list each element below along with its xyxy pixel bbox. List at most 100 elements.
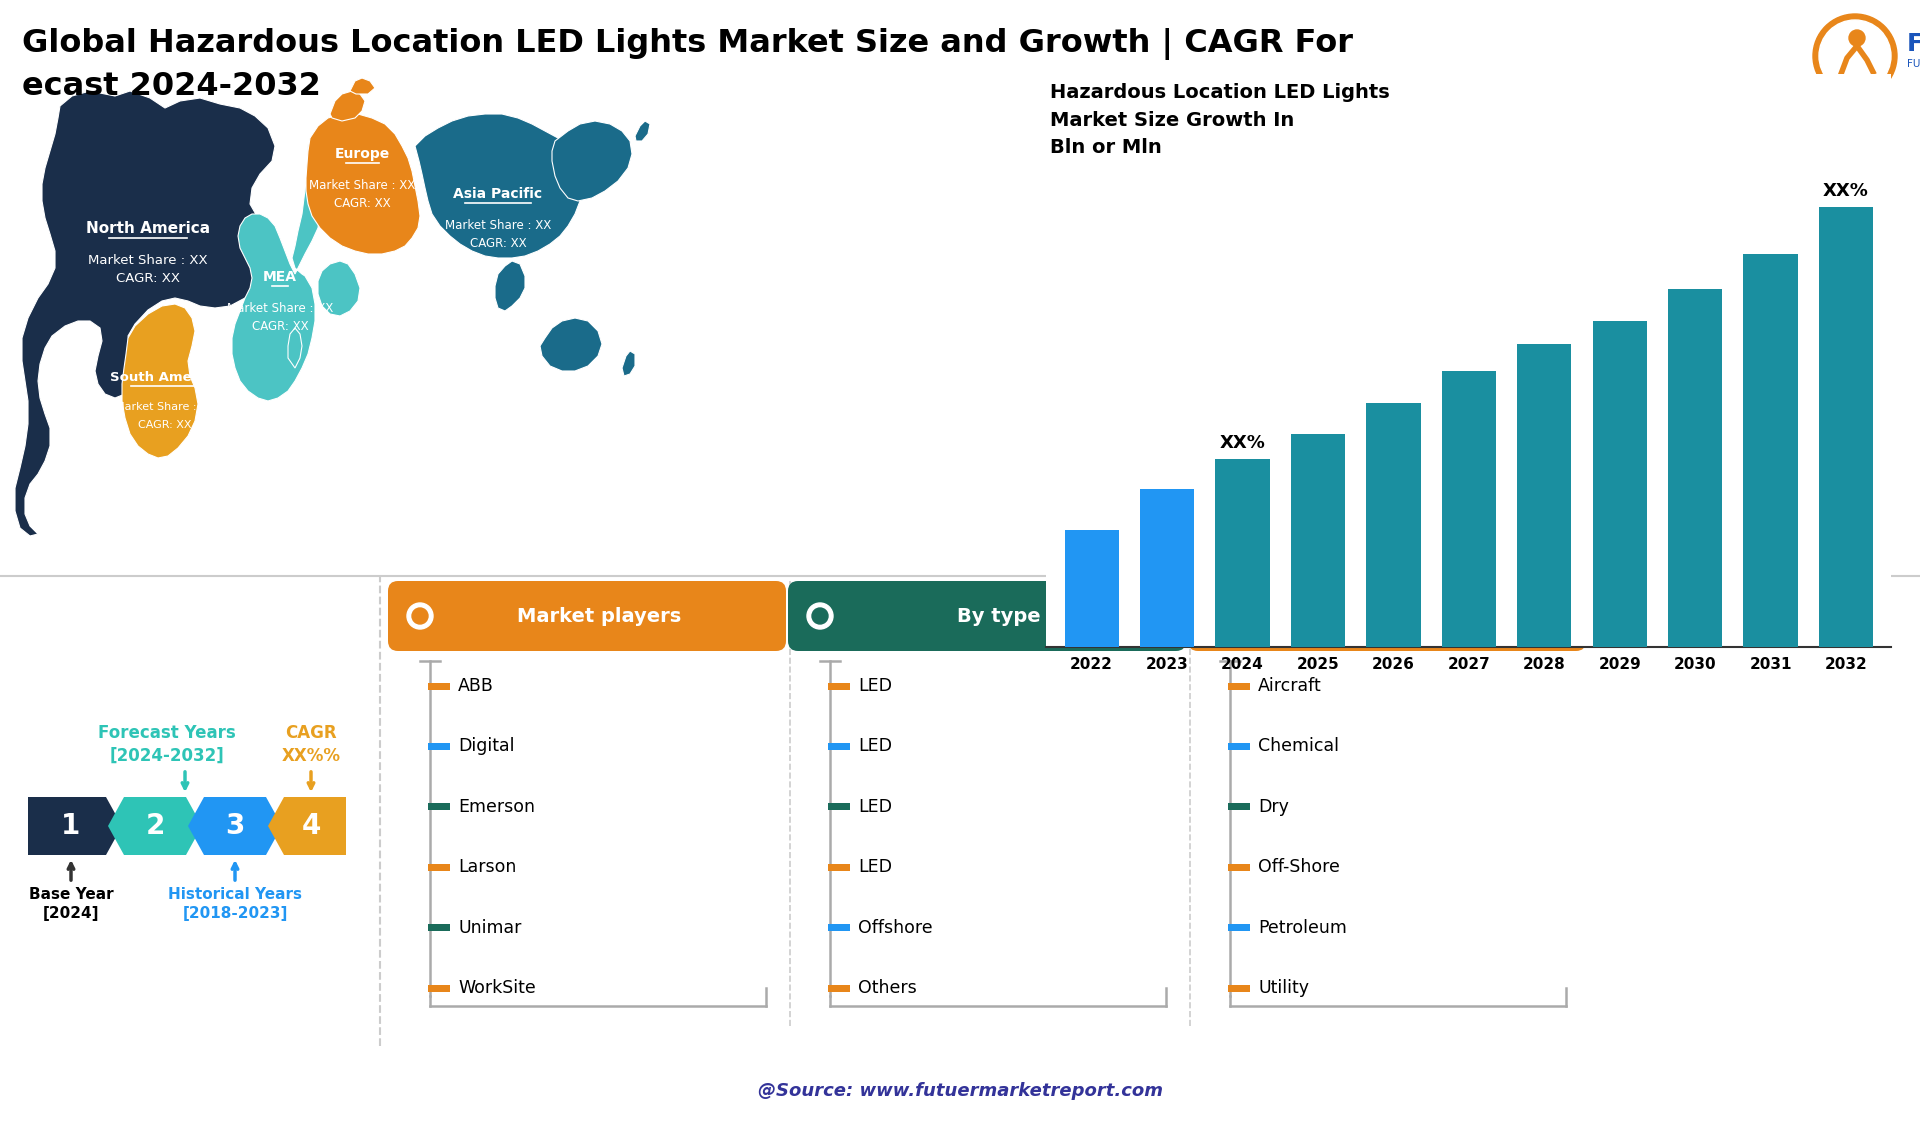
Polygon shape — [495, 261, 524, 311]
Bar — [828, 803, 851, 810]
Text: 1: 1 — [61, 813, 81, 840]
Text: MEA: MEA — [263, 270, 298, 284]
Text: LED: LED — [858, 798, 893, 816]
FancyBboxPatch shape — [787, 581, 1187, 651]
Text: CAGR
XX%%: CAGR XX%% — [282, 724, 340, 766]
Text: FUTURE MARKET REPORT: FUTURE MARKET REPORT — [1907, 58, 1920, 69]
Polygon shape — [29, 796, 123, 855]
Bar — [1229, 864, 1250, 871]
Polygon shape — [123, 304, 198, 458]
Circle shape — [407, 603, 434, 629]
Text: Asia Pacific: Asia Pacific — [453, 187, 543, 201]
Text: Market Share : XX: Market Share : XX — [115, 402, 215, 413]
Polygon shape — [319, 261, 361, 316]
Text: 3: 3 — [225, 813, 244, 840]
Text: 2: 2 — [146, 813, 165, 840]
FancyBboxPatch shape — [1188, 581, 1586, 651]
Text: FMR: FMR — [1907, 32, 1920, 56]
Text: CAGR: XX: CAGR: XX — [115, 272, 180, 285]
Text: Petroleum: Petroleum — [1258, 919, 1346, 936]
Text: CAGR: XX: CAGR: XX — [138, 419, 192, 430]
Text: LED: LED — [858, 677, 893, 694]
Polygon shape — [269, 796, 346, 855]
Text: ABB: ABB — [459, 677, 493, 694]
Polygon shape — [305, 113, 420, 254]
Text: CAGR: XX: CAGR: XX — [470, 237, 526, 250]
Circle shape — [812, 609, 828, 625]
Circle shape — [413, 609, 428, 625]
Bar — [428, 743, 449, 749]
Bar — [1818, 206, 1874, 647]
Text: Market players: Market players — [516, 606, 682, 626]
Text: @Source: www.futuermarketreport.com: @Source: www.futuermarketreport.com — [758, 1082, 1162, 1100]
Bar — [828, 924, 851, 931]
Text: WorkSite: WorkSite — [459, 979, 536, 997]
Text: Others: Others — [858, 979, 916, 997]
Bar — [1140, 489, 1194, 647]
Circle shape — [1849, 30, 1864, 46]
Text: Market Share : XX: Market Share : XX — [88, 254, 207, 267]
Bar — [428, 924, 449, 931]
Polygon shape — [288, 328, 301, 368]
Circle shape — [1812, 14, 1897, 99]
Text: Dry: Dry — [1258, 798, 1288, 816]
Bar — [1229, 984, 1250, 991]
Text: Europe: Europe — [334, 147, 390, 160]
Text: Forecast Years
[2024-2032]: Forecast Years [2024-2032] — [98, 724, 236, 766]
Text: North America: North America — [86, 221, 209, 236]
Polygon shape — [232, 144, 321, 401]
Circle shape — [1208, 603, 1233, 629]
Text: Unimar: Unimar — [459, 919, 522, 936]
Bar — [1592, 321, 1647, 647]
Bar — [1229, 924, 1250, 931]
Text: Chemical: Chemical — [1258, 737, 1338, 755]
Text: XX%: XX% — [1219, 434, 1265, 453]
Polygon shape — [108, 796, 202, 855]
Circle shape — [806, 603, 833, 629]
FancyBboxPatch shape — [388, 581, 785, 651]
Bar — [828, 864, 851, 871]
Text: CAGR: XX: CAGR: XX — [252, 320, 309, 333]
Bar — [1229, 803, 1250, 810]
Bar — [1229, 743, 1250, 749]
Bar — [1064, 529, 1119, 647]
Bar — [828, 984, 851, 991]
Bar — [1229, 683, 1250, 690]
Text: Market Share : XX: Market Share : XX — [227, 303, 334, 315]
Text: Hazardous Location LED Lights
Market Size Growth In
Bln or Mln: Hazardous Location LED Lights Market Siz… — [1050, 84, 1390, 157]
Bar — [1517, 344, 1571, 647]
Bar — [1442, 371, 1496, 647]
Polygon shape — [330, 91, 365, 121]
Polygon shape — [553, 121, 632, 201]
Bar — [428, 984, 449, 991]
Text: South America: South America — [109, 371, 221, 384]
Text: Base Year
[2024]: Base Year [2024] — [29, 887, 113, 921]
Polygon shape — [188, 796, 282, 855]
Polygon shape — [622, 351, 636, 376]
Text: 4: 4 — [301, 813, 321, 840]
Bar — [1215, 460, 1269, 647]
Bar — [1367, 403, 1421, 647]
Text: Market Share : XX: Market Share : XX — [445, 219, 551, 231]
Text: Emerson: Emerson — [459, 798, 536, 816]
Text: Digital: Digital — [459, 737, 515, 755]
Text: By application: By application — [1321, 606, 1476, 626]
Bar — [428, 803, 449, 810]
Polygon shape — [349, 78, 374, 94]
Polygon shape — [415, 113, 582, 258]
Text: By type: By type — [958, 606, 1041, 626]
Text: LED: LED — [858, 858, 893, 877]
Bar — [428, 864, 449, 871]
Text: Historical Years
[2018-2023]: Historical Years [2018-2023] — [169, 887, 301, 921]
Polygon shape — [540, 317, 603, 371]
Text: Off-Shore: Off-Shore — [1258, 858, 1340, 877]
Text: Market Share : XX: Market Share : XX — [309, 179, 415, 193]
Bar — [428, 683, 449, 690]
Text: CAGR: XX: CAGR: XX — [334, 197, 390, 210]
Text: Aircraft: Aircraft — [1258, 677, 1321, 694]
Circle shape — [1212, 609, 1229, 625]
Text: Utility: Utility — [1258, 979, 1309, 997]
Text: LED: LED — [858, 737, 893, 755]
Bar — [828, 683, 851, 690]
Polygon shape — [636, 121, 651, 141]
